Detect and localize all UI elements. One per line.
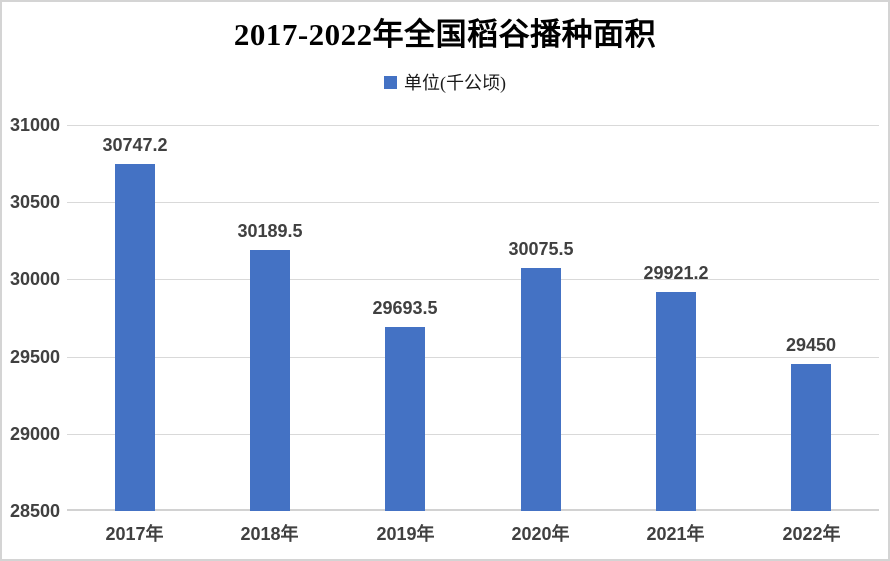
x-axis: 2017年 2018年 2019年 2020年 2021年 2022年 [67, 520, 879, 546]
bar-value-label: 30747.2 [102, 135, 168, 155]
plot-area: 30747.2 30189.5 29693.5 30075.5 29921.2 29450 [67, 125, 879, 511]
y-tick-label: 29000 [9, 424, 60, 444]
y-axis: 31000 30500 30000 29500 29000 28500 [2, 115, 60, 521]
x-tick-label: 2022年 [782, 524, 841, 544]
gridline [67, 279, 879, 280]
x-tick-label: 2019年 [376, 524, 435, 544]
bar-value-label: 30189.5 [237, 221, 303, 241]
x-tick-label: 2020年 [511, 524, 570, 544]
legend-swatch-icon [384, 75, 397, 89]
x-tick-label: 2018年 [240, 524, 299, 544]
legend: 单位(千公顷) [2, 72, 888, 93]
gridline [67, 357, 879, 358]
x-tick-label: 2021年 [646, 524, 705, 544]
bar [250, 250, 290, 511]
bar-value-label: 29693.5 [372, 298, 438, 318]
gridline [67, 434, 879, 435]
bar [521, 268, 561, 511]
y-tick-label: 31000 [9, 115, 60, 135]
y-tick-label: 30500 [9, 192, 60, 212]
gridline [67, 125, 879, 126]
bar [115, 164, 155, 511]
bar-value-label: 29450 [785, 335, 837, 355]
bar [385, 327, 425, 511]
y-tick-label: 29500 [9, 347, 60, 367]
x-axis-line [67, 509, 879, 511]
bar [791, 364, 831, 511]
y-tick-label: 28500 [9, 501, 60, 521]
x-tick-label: 2017年 [105, 524, 164, 544]
bar [656, 292, 696, 511]
chart-title: 2017-2022年全国稻谷播种面积 [233, 17, 657, 52]
bar-value-label: 29921.2 [643, 263, 709, 283]
y-tick-label: 30000 [9, 269, 60, 289]
bar-value-label: 30075.5 [508, 239, 574, 259]
gridline [67, 202, 879, 203]
legend-label: 单位(千公顷) [404, 73, 506, 93]
